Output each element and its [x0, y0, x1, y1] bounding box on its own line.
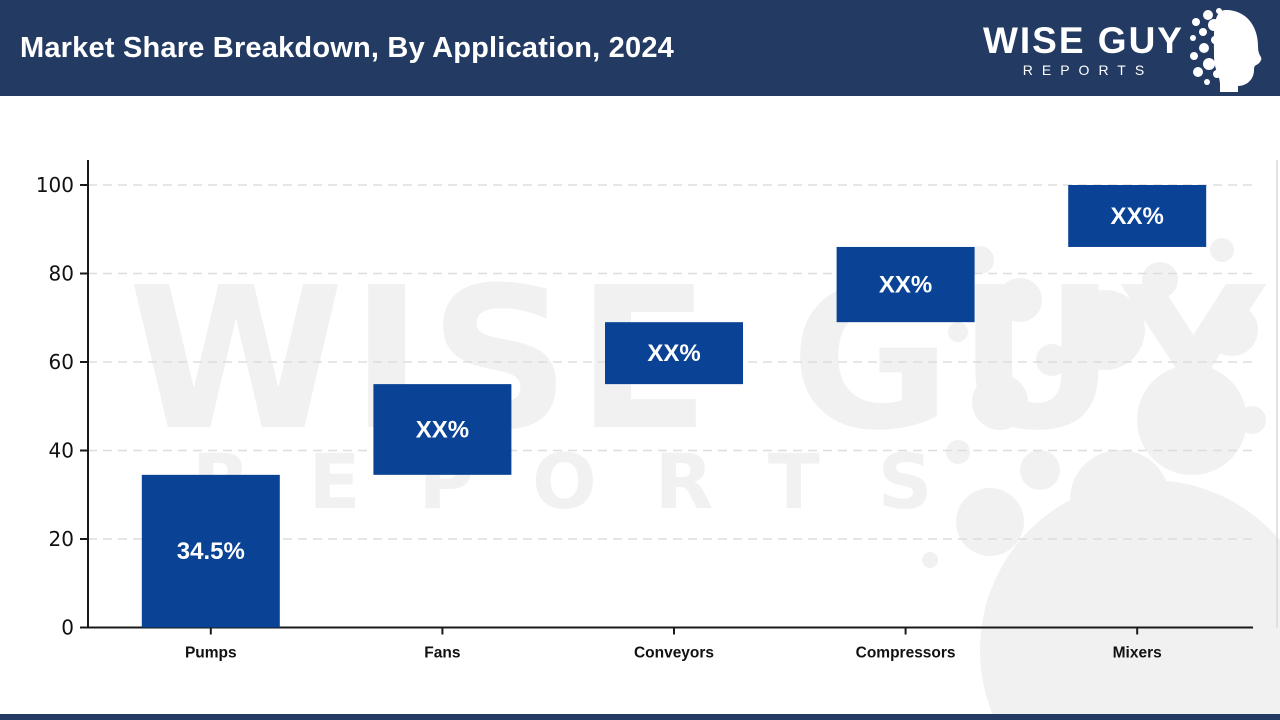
brand-logo-text: WISE GUY REPORTS	[982, 19, 1184, 78]
brand-head-icon	[1190, 8, 1262, 92]
watermark-reports-text: REPORTS	[192, 437, 991, 526]
brand-subtitle: REPORTS	[1022, 61, 1154, 78]
bar	[141, 474, 280, 628]
y-tick-label: 100	[36, 173, 74, 197]
header-bar: Market Share Breakdown, By Application, …	[0, 0, 1280, 96]
y-tick-label: 20	[49, 527, 74, 551]
bar-value-label: XX%	[416, 416, 469, 443]
y-tick-label: 40	[49, 439, 74, 463]
category-label: Conveyors	[634, 645, 714, 662]
bar	[836, 246, 975, 323]
y-tick-label: 60	[49, 350, 74, 374]
footer-accent-bar	[0, 714, 1280, 720]
bar-value-label: XX%	[879, 272, 932, 299]
bar	[373, 384, 512, 475]
page-title: Market Share Breakdown, By Application, …	[20, 31, 674, 64]
category-label: Pumps	[185, 645, 237, 662]
category-label: Mixers	[1113, 645, 1162, 662]
brand-name: WISE GUY	[982, 19, 1184, 61]
bar	[605, 322, 743, 385]
category-label: Compressors	[856, 645, 956, 662]
bar-value-label: XX%	[1111, 203, 1164, 230]
y-tick-label: 0	[61, 616, 74, 640]
y-tick-label: 80	[49, 262, 74, 286]
brand-logo: WISE GUY REPORTS	[983, 6, 1262, 92]
bar-value-label: 34.5%	[177, 538, 245, 565]
category-label: Fans	[424, 645, 460, 662]
bar	[1068, 185, 1207, 247]
bar-value-label: XX%	[647, 340, 700, 367]
